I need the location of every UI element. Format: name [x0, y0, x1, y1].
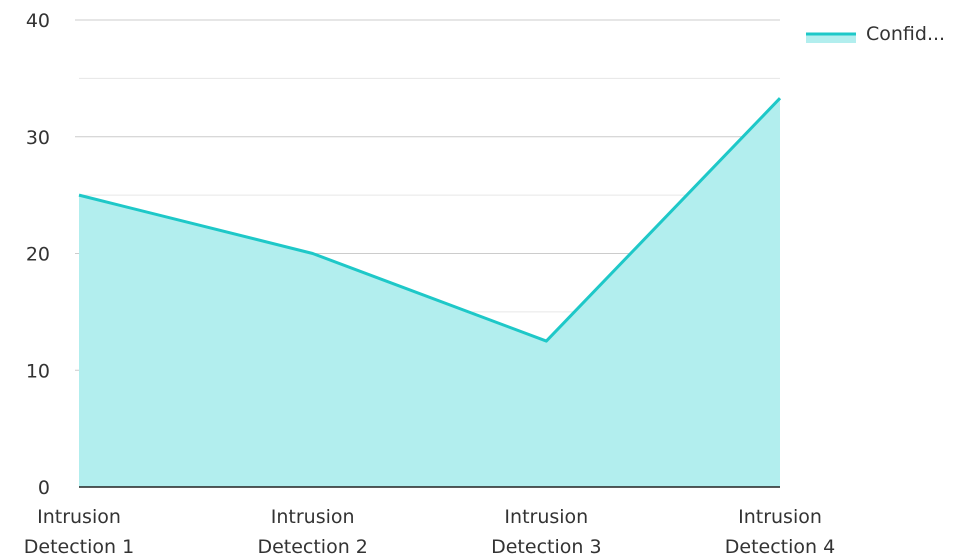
series-area	[79, 98, 780, 487]
x-tick-label: Detection 3	[491, 536, 601, 558]
legend-swatch-fill	[806, 34, 856, 43]
x-tick-label: Intrusion	[271, 506, 355, 528]
y-tick-label: 10	[26, 360, 50, 382]
x-tick-label: Intrusion	[37, 506, 121, 528]
legend: Confid...	[806, 23, 945, 45]
legend-label: Confid...	[866, 23, 945, 45]
x-tick-label: Detection 4	[725, 536, 835, 558]
y-tick-label: 40	[26, 10, 50, 32]
series-line	[78, 97, 782, 343]
y-axis-tick-labels: 0 10 20 30 40	[26, 10, 50, 499]
x-tick-label: Intrusion	[738, 506, 822, 528]
series-area-group	[79, 98, 780, 487]
y-tick-label: 0	[38, 477, 50, 499]
x-tick-label: Detection 1	[24, 536, 134, 558]
x-tick-label: Detection 2	[257, 536, 367, 558]
x-tick-label: Intrusion	[504, 506, 588, 528]
series-line-group	[78, 97, 782, 343]
x-axis-tick-labels: Intrusion Detection 1 Intrusion Detection 2…	[24, 506, 835, 558]
y-tick-label: 30	[26, 127, 50, 149]
y-tick-label: 20	[26, 244, 50, 266]
